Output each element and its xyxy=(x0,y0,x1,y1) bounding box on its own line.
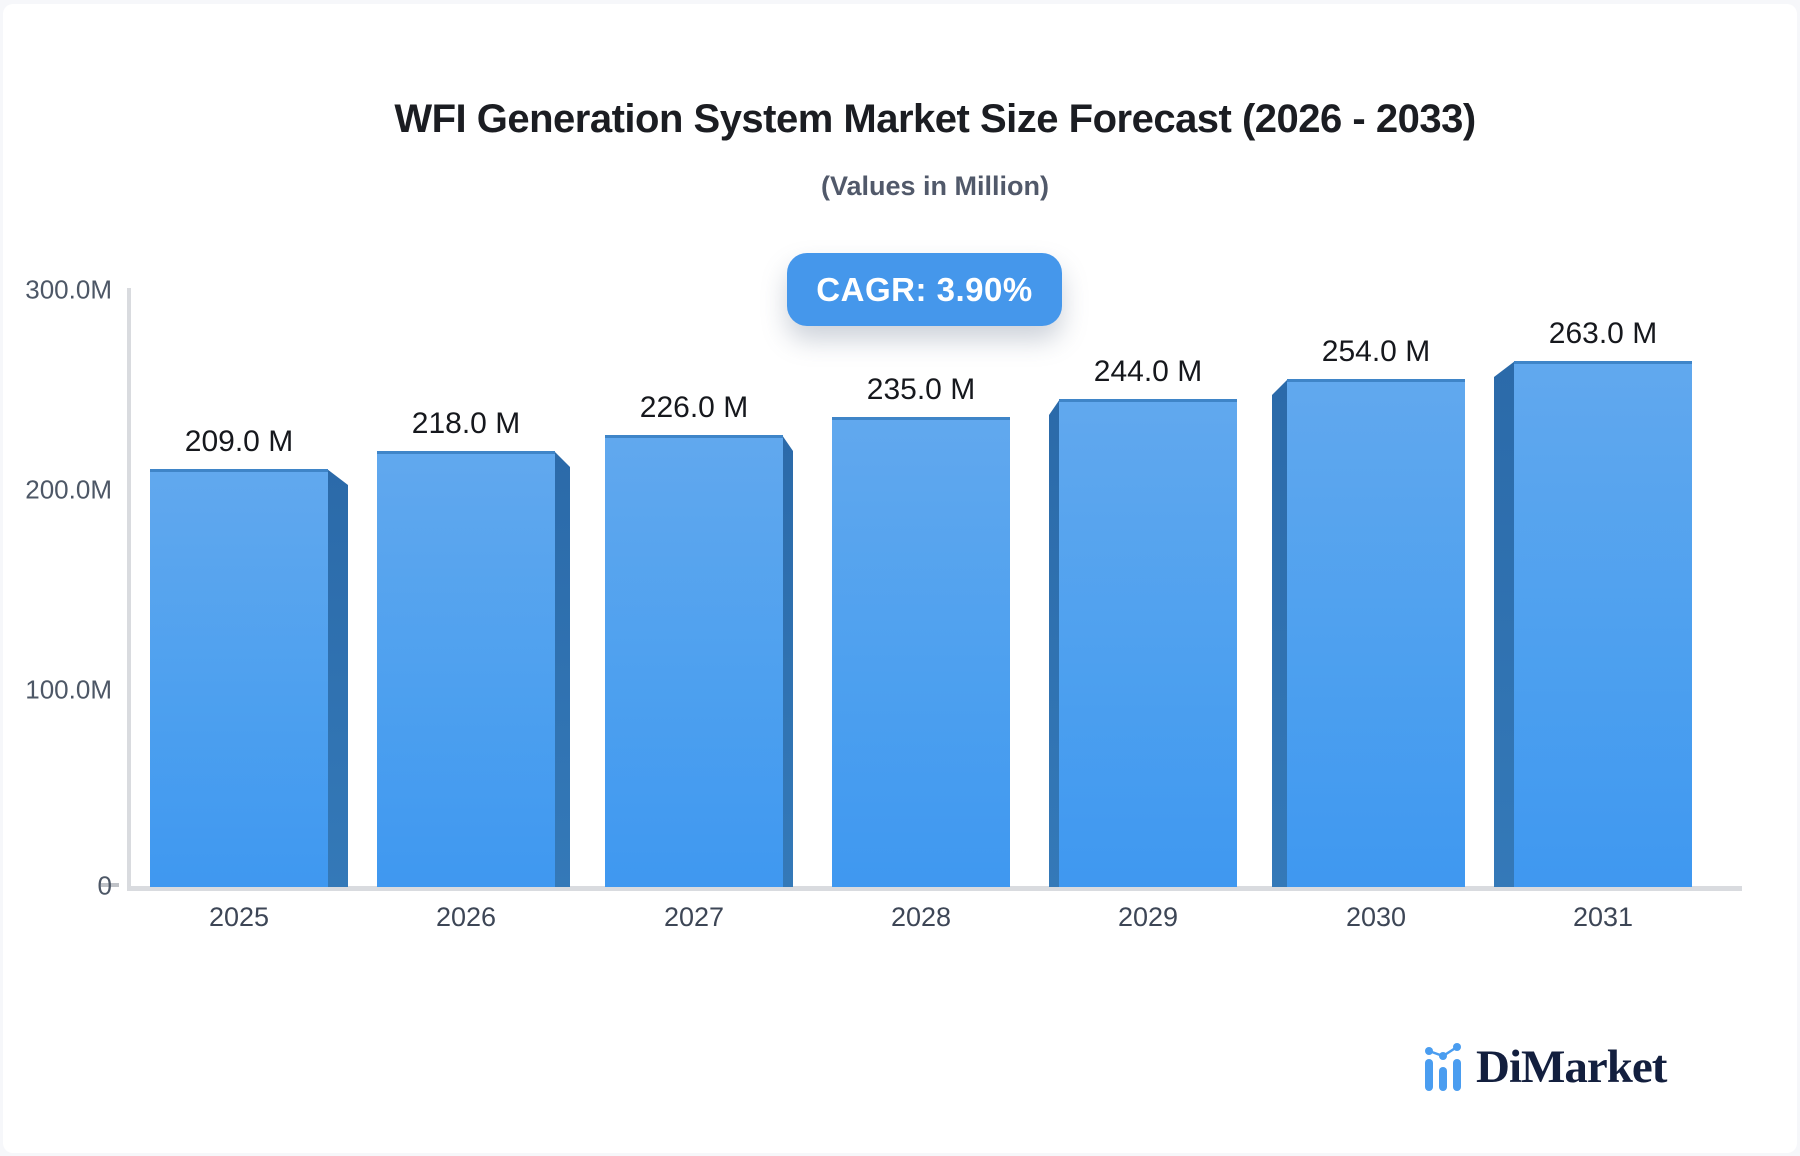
brand-logo: DiMarket xyxy=(1424,1040,1667,1093)
bar-2026[interactable] xyxy=(377,451,555,887)
x-axis-tick-label-2030: 2030 xyxy=(1345,902,1407,932)
bar-2031[interactable] xyxy=(1514,361,1692,887)
x-axis-tick-label-2031: 2031 xyxy=(1572,902,1634,932)
y-axis-tick-label: 0 xyxy=(97,870,112,901)
bar-side-face-2027 xyxy=(782,435,793,887)
x-axis-tick-label-2026: 2026 xyxy=(435,902,497,932)
bar-value-label-2029: 244.0 M xyxy=(1093,355,1203,388)
cagr-badge: CAGR: 3.90% xyxy=(787,253,1062,326)
bar-2030[interactable] xyxy=(1287,379,1465,887)
bar-side-face-2025 xyxy=(327,469,348,887)
brand-logo-text: DiMarket xyxy=(1476,1040,1667,1093)
y-axis-line xyxy=(127,288,131,889)
bar-side-face-2031 xyxy=(1494,361,1515,887)
bar-side-face-2026 xyxy=(554,451,570,887)
x-axis-tick-label-2027: 2027 xyxy=(663,902,725,932)
bar-side-face-2029 xyxy=(1049,399,1060,887)
chart-title: WFI Generation System Market Size Foreca… xyxy=(394,97,1476,141)
x-axis-tick-label-2028: 2028 xyxy=(890,902,952,932)
bar-value-label-2031: 263.0 M xyxy=(1548,317,1658,350)
bar-value-label-2027: 226.0 M xyxy=(639,391,749,424)
y-axis-tick-label: 300.0M xyxy=(25,274,112,305)
bar-value-label-2028: 235.0 M xyxy=(866,373,976,406)
y-axis-tick-label: 200.0M xyxy=(25,474,112,505)
bar-side-face-2030 xyxy=(1272,379,1288,887)
bar-2025[interactable] xyxy=(150,469,328,887)
x-axis-baseline xyxy=(127,886,1742,891)
x-axis-tick-label-2029: 2029 xyxy=(1117,902,1179,932)
y-axis-zero-tick xyxy=(101,883,119,887)
bar-2028[interactable] xyxy=(832,417,1010,887)
chart-subtitle: (Values in Million) xyxy=(820,171,1050,201)
bar-value-label-2030: 254.0 M xyxy=(1321,335,1431,368)
bar-2027[interactable] xyxy=(605,435,783,887)
y-axis-tick-label: 100.0M xyxy=(25,674,112,705)
bar-value-label-2025: 209.0 M xyxy=(184,425,294,458)
bar-2029[interactable] xyxy=(1059,399,1237,887)
mini-bar-line-chart-icon xyxy=(1425,1043,1461,1091)
bar-value-label-2026: 218.0 M xyxy=(411,407,521,440)
x-axis-tick-label-2025: 2025 xyxy=(208,902,270,932)
